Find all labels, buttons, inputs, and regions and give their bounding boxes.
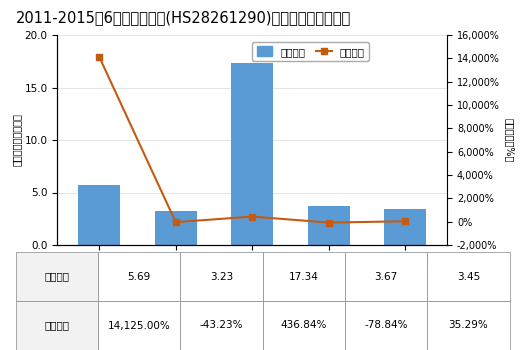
- Bar: [384, 209, 426, 245]
- Legend: 进口金额, 同比增长: 进口金额, 同比增长: [252, 42, 369, 61]
- Bar: [78, 185, 120, 245]
- Bar: [308, 206, 350, 245]
- Y-axis label: 同比增长（%）: 同比增长（%）: [504, 118, 514, 162]
- Y-axis label: 进口金额（万美元）: 进口金额（万美元）: [11, 113, 21, 167]
- Bar: [231, 63, 273, 245]
- Bar: [155, 211, 197, 245]
- Text: 2011-2015年6月其他氟化铝(HS28261290)进口总额及增速统计: 2011-2015年6月其他氟化铝(HS28261290)进口总额及增速统计: [16, 10, 351, 26]
